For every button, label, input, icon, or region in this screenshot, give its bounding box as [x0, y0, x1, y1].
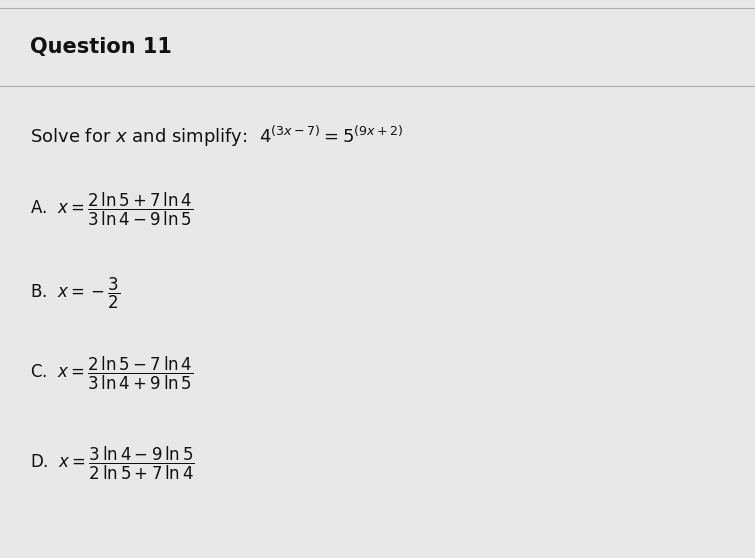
Text: Solve for $x$ and simplify:  $4^{(3x-7)} = 5^{(9x+2)}$: Solve for $x$ and simplify: $4^{(3x-7)} … — [30, 124, 404, 150]
Text: Question 11: Question 11 — [30, 37, 172, 57]
Text: D.  $x = \dfrac{3\,\ln 4 - 9\,\ln 5}{2\,\ln 5 + 7\,\ln 4}$: D. $x = \dfrac{3\,\ln 4 - 9\,\ln 5}{2\,\… — [30, 445, 195, 482]
Text: A.  $x = \dfrac{2\,\ln 5 + 7\,\ln 4}{3\,\ln 4 - 9\,\ln 5}$: A. $x = \dfrac{2\,\ln 5 + 7\,\ln 4}{3\,\… — [30, 191, 193, 228]
Text: C.  $x = \dfrac{2\,\ln 5 - 7\,\ln 4}{3\,\ln 4 + 9\,\ln 5}$: C. $x = \dfrac{2\,\ln 5 - 7\,\ln 4}{3\,\… — [30, 355, 194, 392]
Text: B.  $x = -\dfrac{3}{2}$: B. $x = -\dfrac{3}{2}$ — [30, 275, 121, 311]
